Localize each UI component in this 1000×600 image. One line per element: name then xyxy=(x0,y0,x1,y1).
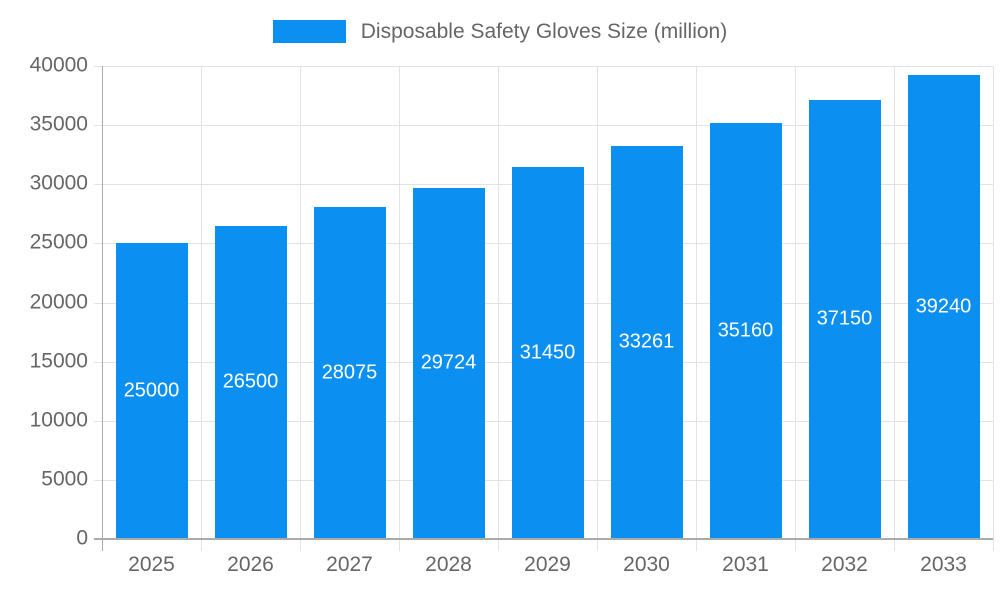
legend-swatch xyxy=(272,20,346,43)
legend-label: Disposable Safety Gloves Size (million) xyxy=(360,20,728,43)
y-axis-tick-label: 15000 xyxy=(29,349,88,373)
x-axis-tick-label: 2032 xyxy=(821,553,868,576)
y-axis-tick-label: 40000 xyxy=(29,53,88,77)
x-axis-tick-label: 2028 xyxy=(425,553,472,576)
x-gridline xyxy=(894,66,895,551)
y-axis-tick-label: 35000 xyxy=(29,112,88,136)
x-axis-tick-label: 2027 xyxy=(326,553,373,576)
bar-value-label: 37150 xyxy=(816,307,873,330)
y-axis-tick-label: 25000 xyxy=(29,230,88,254)
x-gridline xyxy=(795,66,796,551)
y-tick-mark xyxy=(94,184,102,186)
y-axis-line xyxy=(102,66,103,551)
y-axis-tick-label: 10000 xyxy=(29,408,88,432)
x-axis-tick-label: 2033 xyxy=(920,553,967,576)
bar-value-label: 31450 xyxy=(519,341,576,364)
x-gridline xyxy=(300,66,301,551)
bar xyxy=(610,145,683,539)
y-tick-mark xyxy=(94,479,102,481)
bar-value-label: 33261 xyxy=(618,330,675,353)
bar xyxy=(511,167,584,539)
y-tick-mark xyxy=(94,420,102,422)
y-tick-mark xyxy=(94,302,102,304)
x-axis-tick-label: 2026 xyxy=(227,553,274,576)
y-gridline xyxy=(102,66,993,67)
x-gridline xyxy=(201,66,202,551)
y-tick-mark xyxy=(94,243,102,245)
bar-value-label: 26500 xyxy=(222,370,279,393)
chart-legend[interactable]: Disposable Safety Gloves Size (million) xyxy=(0,20,1000,43)
y-axis-tick-label: 5000 xyxy=(41,467,88,491)
x-axis-tick-label: 2030 xyxy=(623,553,670,576)
y-tick-mark xyxy=(94,125,102,127)
x-axis-tick-label: 2029 xyxy=(524,553,571,576)
bar-value-label: 39240 xyxy=(915,295,972,318)
y-axis-tick-label: 30000 xyxy=(29,171,88,195)
x-gridline xyxy=(696,66,697,551)
plot-area: 0 5000 10000 15000 20000 25000 30000 35000 40000… xyxy=(30,54,994,576)
bar xyxy=(808,99,881,539)
bar xyxy=(214,225,287,539)
y-axis-tick-label: 20000 xyxy=(29,290,88,314)
x-gridline xyxy=(498,66,499,551)
bar xyxy=(412,187,485,539)
y-gridline xyxy=(102,125,993,127)
bar-value-label: 25000 xyxy=(123,379,180,402)
x-axis-tick-label: 2025 xyxy=(128,553,175,576)
bar-value-label: 29724 xyxy=(420,351,477,374)
bar-value-label: 28075 xyxy=(321,361,378,384)
x-gridline xyxy=(399,66,400,551)
bar xyxy=(907,74,980,539)
bar xyxy=(115,243,188,539)
x-gridline xyxy=(993,66,994,551)
y-axis-tick-label: 0 xyxy=(76,526,88,550)
x-axis-line xyxy=(94,538,993,540)
bar xyxy=(313,207,386,539)
x-axis-tick-label: 2031 xyxy=(722,553,769,576)
bar xyxy=(709,123,782,539)
x-gridline xyxy=(597,66,598,551)
y-tick-mark xyxy=(94,66,102,67)
bar-value-label: 35160 xyxy=(717,319,774,342)
y-tick-mark xyxy=(94,361,102,363)
